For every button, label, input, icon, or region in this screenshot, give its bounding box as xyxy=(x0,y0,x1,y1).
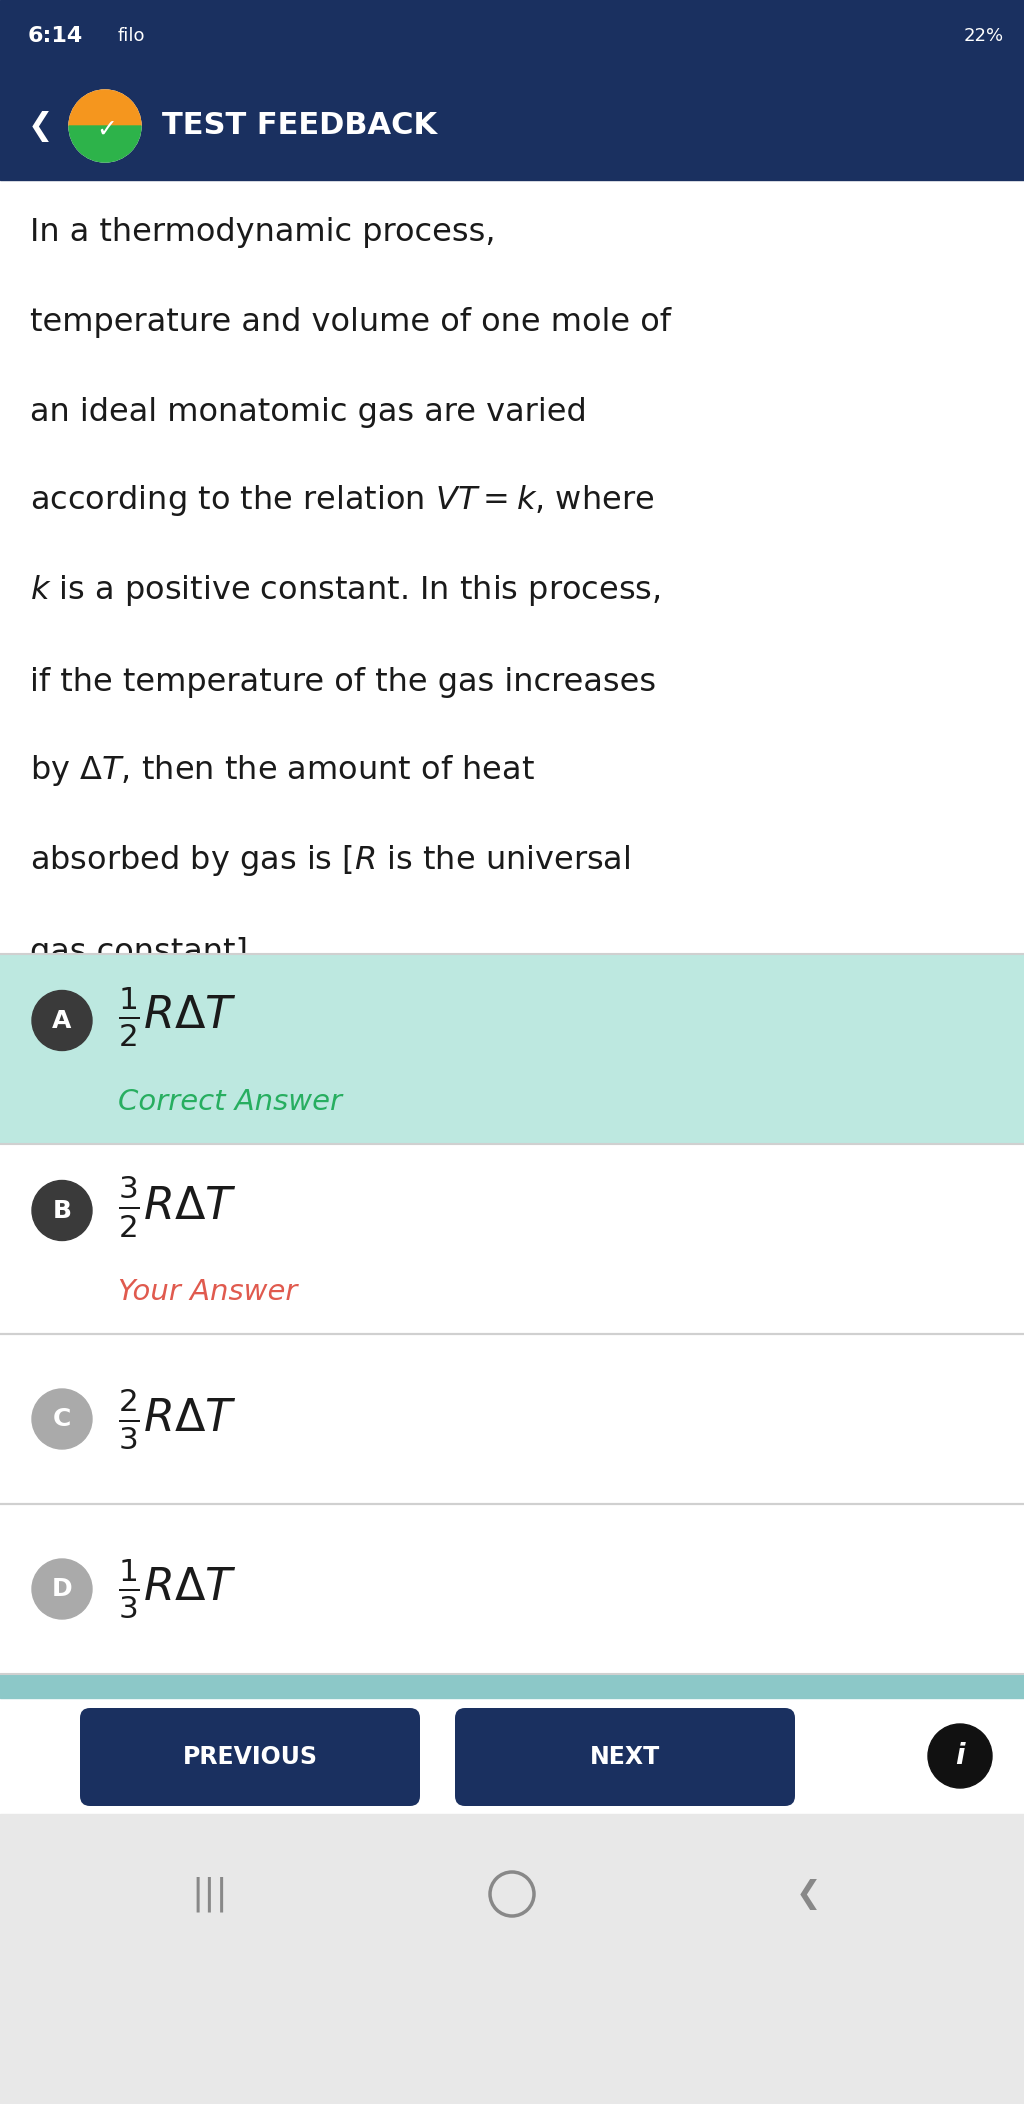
Text: by $\Delta T$, then the amount of heat: by $\Delta T$, then the amount of heat xyxy=(30,753,535,789)
Text: $\frac{1}{3}R\Delta T$: $\frac{1}{3}R\Delta T$ xyxy=(118,1557,237,1620)
Text: B: B xyxy=(52,1199,72,1222)
Bar xyxy=(0,953,1024,1145)
Bar xyxy=(0,1504,1024,1675)
Text: ❮: ❮ xyxy=(28,112,53,141)
FancyBboxPatch shape xyxy=(80,1708,420,1805)
Text: 22%: 22% xyxy=(964,27,1004,44)
Circle shape xyxy=(928,1723,992,1788)
Wedge shape xyxy=(69,90,141,126)
Text: Correct Answer: Correct Answer xyxy=(118,1088,342,1117)
Bar xyxy=(0,1334,1024,1504)
Wedge shape xyxy=(69,126,141,162)
Text: NEXT: NEXT xyxy=(590,1744,660,1769)
Circle shape xyxy=(32,991,92,1050)
Text: $k$ is a positive constant. In this process,: $k$ is a positive constant. In this proc… xyxy=(30,572,660,608)
FancyBboxPatch shape xyxy=(455,1708,795,1805)
Bar xyxy=(0,181,1024,953)
Bar xyxy=(0,1698,1024,1814)
Text: ✓: ✓ xyxy=(96,118,118,141)
Bar xyxy=(0,1675,1024,1698)
Text: i: i xyxy=(955,1742,965,1769)
Text: C: C xyxy=(53,1408,72,1431)
Text: |||: ||| xyxy=(191,1877,228,1913)
Text: according to the relation $VT = k$, where: according to the relation $VT = k$, wher… xyxy=(30,484,654,518)
Text: Your Answer: Your Answer xyxy=(118,1279,297,1307)
Bar xyxy=(0,1814,1024,1974)
Text: 6:14: 6:14 xyxy=(28,25,83,46)
Circle shape xyxy=(32,1389,92,1450)
Text: A: A xyxy=(52,1008,72,1033)
Text: filo: filo xyxy=(118,27,145,44)
Text: $\frac{3}{2}R\Delta T$: $\frac{3}{2}R\Delta T$ xyxy=(118,1174,237,1239)
Text: absorbed by gas is [$R$ is the universal: absorbed by gas is [$R$ is the universal xyxy=(30,844,631,877)
Bar xyxy=(0,1145,1024,1334)
Text: D: D xyxy=(51,1578,73,1601)
Text: temperature and volume of one mole of: temperature and volume of one mole of xyxy=(30,307,671,339)
Text: $\frac{1}{2}R\Delta T$: $\frac{1}{2}R\Delta T$ xyxy=(118,985,237,1050)
Bar xyxy=(0,1974,1024,2104)
Text: In a thermodynamic process,: In a thermodynamic process, xyxy=(30,217,496,248)
Text: an ideal monatomic gas are varied: an ideal monatomic gas are varied xyxy=(30,398,587,427)
Text: TEST FEEDBACK: TEST FEEDBACK xyxy=(162,112,437,141)
Bar xyxy=(0,0,1024,72)
Bar xyxy=(0,72,1024,181)
Circle shape xyxy=(32,1559,92,1618)
Text: $\frac{2}{3}R\Delta T$: $\frac{2}{3}R\Delta T$ xyxy=(118,1387,237,1452)
Text: if the temperature of the gas increases: if the temperature of the gas increases xyxy=(30,667,656,699)
Text: gas constant]: gas constant] xyxy=(30,936,248,968)
Circle shape xyxy=(32,1180,92,1241)
Circle shape xyxy=(69,90,141,162)
Text: ❮: ❮ xyxy=(796,1879,821,1910)
Text: PREVIOUS: PREVIOUS xyxy=(182,1744,317,1769)
